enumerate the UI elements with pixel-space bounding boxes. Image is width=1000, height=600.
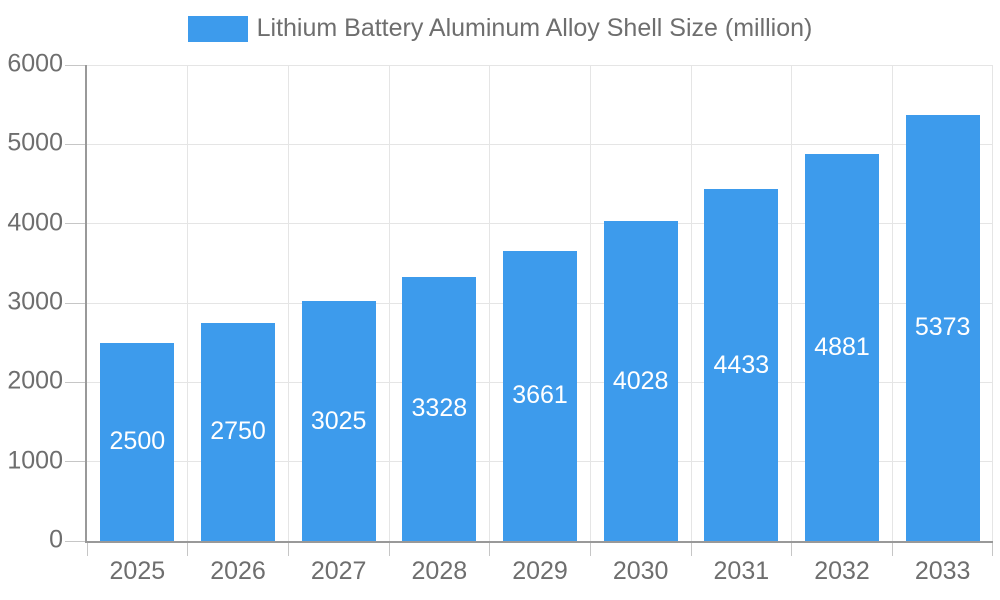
gridline-vertical — [489, 65, 491, 541]
gridline-vertical — [388, 65, 390, 541]
gridline-horizontal — [87, 64, 993, 66]
legend-swatch — [187, 15, 248, 42]
gridline-vertical — [791, 65, 793, 541]
bar-2031[interactable]: 4433 — [704, 189, 779, 541]
bar-2029[interactable]: 3661 — [503, 250, 577, 541]
x-axis-line — [85, 541, 993, 543]
x-axis-label: 2033 — [914, 557, 971, 585]
y-axis-tick — [65, 461, 85, 463]
x-axis-tick — [187, 543, 189, 556]
y-axis-tick — [65, 64, 85, 66]
gridline-vertical — [891, 65, 893, 541]
x-axis-tick — [891, 543, 893, 556]
y-axis-label: 0 — [49, 525, 63, 554]
bar-value-label: 3661 — [512, 381, 568, 410]
gridline-vertical — [690, 65, 692, 541]
y-axis-label: 6000 — [7, 49, 63, 78]
bar-2026[interactable]: 2750 — [201, 322, 275, 541]
y-axis-label: 1000 — [7, 446, 63, 475]
x-axis-tick — [388, 543, 390, 556]
y-axis-tick — [65, 540, 85, 542]
y-axis-tick — [65, 143, 85, 145]
x-axis-tick — [690, 543, 692, 556]
gridline-horizontal — [87, 223, 993, 225]
x-axis-label: 2027 — [310, 557, 367, 585]
bar-2033[interactable]: 5373 — [905, 114, 980, 541]
bar-value-label: 4433 — [713, 350, 770, 379]
legend-label: Lithium Battery Aluminum Alloy Shell Siz… — [256, 14, 813, 42]
y-axis-tick — [65, 381, 85, 383]
bar-value-label: 2500 — [109, 427, 166, 456]
x-axis-label: 2026 — [210, 557, 266, 585]
y-axis-label: 4000 — [7, 208, 63, 237]
bar-value-label: 3025 — [310, 406, 367, 435]
x-axis-tick — [791, 543, 793, 556]
x-axis-tick — [86, 543, 88, 556]
y-axis-label: 3000 — [7, 287, 63, 316]
x-axis-tick — [589, 543, 591, 556]
x-axis-label: 2029 — [512, 557, 568, 585]
x-axis-tick — [992, 543, 993, 556]
y-axis-label: 5000 — [7, 128, 63, 157]
bar-value-label: 3328 — [411, 394, 468, 423]
bar-2027[interactable]: 3025 — [301, 301, 376, 541]
bar-value-label: 5373 — [914, 313, 971, 342]
x-axis-label: 2030 — [612, 557, 669, 585]
bar-value-label: 4881 — [814, 332, 870, 361]
x-axis-label: 2032 — [814, 557, 870, 585]
bar-value-label: 4028 — [612, 366, 669, 395]
y-axis-label: 2000 — [7, 366, 63, 395]
x-axis-label: 2025 — [109, 557, 166, 585]
gridline-vertical — [589, 65, 591, 541]
x-axis-label: 2031 — [713, 557, 770, 585]
bar-value-label: 2750 — [210, 417, 266, 446]
gridline-vertical — [287, 65, 289, 541]
bar-2030[interactable]: 4028 — [603, 221, 678, 541]
bar-2032[interactable]: 4881 — [805, 153, 879, 541]
y-axis-tick — [65, 223, 85, 225]
x-axis-tick — [287, 543, 289, 556]
gridline-vertical — [187, 65, 189, 541]
bar-2025[interactable]: 2500 — [100, 342, 175, 541]
x-axis-tick — [489, 543, 491, 556]
plot-area: 0 1000 2000 3000 4000 5000 6000 2025 2500 2026 275… — [7, 51, 993, 584]
chart-legend[interactable]: Lithium Battery Aluminum Alloy Shell Siz… — [0, 14, 1000, 43]
gridline-horizontal — [87, 143, 993, 145]
y-axis-line — [85, 65, 87, 543]
gridline-vertical — [992, 65, 993, 541]
bar-2028[interactable]: 3328 — [402, 276, 477, 541]
x-axis-label: 2028 — [411, 557, 468, 585]
y-axis-tick — [65, 302, 85, 304]
